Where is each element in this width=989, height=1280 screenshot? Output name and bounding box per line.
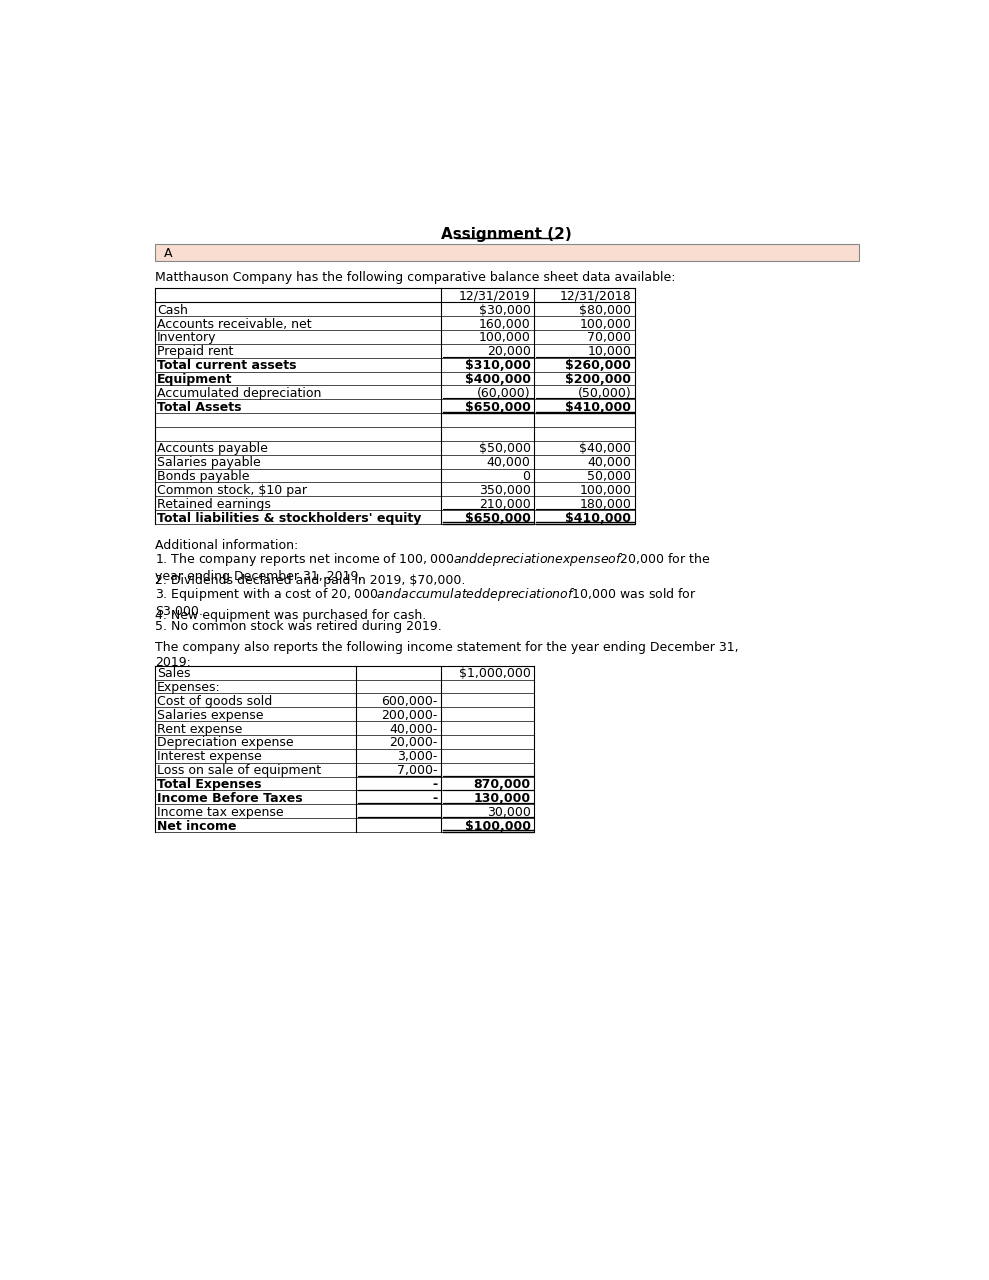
Text: Prepaid rent: Prepaid rent (157, 346, 233, 358)
Text: 350,000: 350,000 (479, 484, 530, 497)
Text: Cash: Cash (157, 303, 188, 316)
Text: 2. Dividends declared and paid in 2019, $70,000.: 2. Dividends declared and paid in 2019, … (154, 573, 465, 588)
Text: Assignment (2): Assignment (2) (441, 227, 572, 242)
Text: The company also reports the following income statement for the year ending Dece: The company also reports the following i… (154, 641, 738, 669)
Text: 870,000: 870,000 (474, 778, 530, 791)
Text: 20,000: 20,000 (487, 346, 530, 358)
Text: Total Expenses: Total Expenses (157, 778, 261, 791)
Text: 20,000-: 20,000- (389, 736, 437, 750)
Text: Loss on sale of equipment: Loss on sale of equipment (157, 764, 321, 777)
Text: $80,000: $80,000 (580, 303, 631, 316)
Text: Income Before Taxes: Income Before Taxes (157, 792, 303, 805)
Text: 0: 0 (522, 470, 530, 483)
Text: Equipment: Equipment (157, 372, 232, 387)
Text: Accounts payable: Accounts payable (157, 443, 268, 456)
Text: $1,000,000: $1,000,000 (459, 667, 530, 680)
Text: $650,000: $650,000 (465, 512, 530, 525)
FancyBboxPatch shape (154, 244, 859, 261)
Text: (50,000): (50,000) (578, 387, 631, 399)
Text: Inventory: Inventory (157, 332, 217, 344)
Text: 30,000: 30,000 (487, 806, 530, 819)
Text: Expenses:: Expenses: (157, 681, 221, 694)
Text: Income tax expense: Income tax expense (157, 806, 284, 819)
Text: 3. Equipment with a cost of $20,000 and accumulated depreciation of $10,000 was : 3. Equipment with a cost of $20,000 and … (154, 585, 696, 617)
Text: Salaries expense: Salaries expense (157, 709, 263, 722)
Text: -: - (432, 778, 437, 791)
Text: Additional information:: Additional information: (154, 539, 298, 553)
Text: 210,000: 210,000 (479, 498, 530, 511)
Text: 5. No common stock was retired during 2019.: 5. No common stock was retired during 20… (154, 621, 441, 634)
Text: $310,000: $310,000 (465, 360, 530, 372)
Text: 180,000: 180,000 (580, 498, 631, 511)
Text: Total current assets: Total current assets (157, 360, 297, 372)
Text: Rent expense: Rent expense (157, 723, 242, 736)
Text: $410,000: $410,000 (566, 401, 631, 413)
Text: 70,000: 70,000 (587, 332, 631, 344)
Text: Retained earnings: Retained earnings (157, 498, 271, 511)
Text: Salaries payable: Salaries payable (157, 456, 261, 470)
Text: Matthauson Company has the following comparative balance sheet data available:: Matthauson Company has the following com… (154, 270, 675, 284)
Text: 3,000-: 3,000- (398, 750, 437, 763)
Text: 100,000: 100,000 (580, 484, 631, 497)
Text: (60,000): (60,000) (477, 387, 530, 399)
Text: Depreciation expense: Depreciation expense (157, 736, 294, 750)
Text: -: - (432, 792, 437, 805)
Text: 50,000: 50,000 (587, 470, 631, 483)
Text: 12/31/2018: 12/31/2018 (560, 289, 631, 303)
Text: 40,000-: 40,000- (389, 723, 437, 736)
Text: 100,000: 100,000 (580, 317, 631, 330)
Text: Bonds payable: Bonds payable (157, 470, 249, 483)
Text: 100,000: 100,000 (479, 332, 530, 344)
Text: 12/31/2019: 12/31/2019 (459, 289, 530, 303)
Text: $260,000: $260,000 (566, 360, 631, 372)
Text: Net income: Net income (157, 819, 236, 833)
Text: 130,000: 130,000 (474, 792, 530, 805)
Text: A: A (164, 247, 172, 260)
Text: $50,000: $50,000 (479, 443, 530, 456)
Text: 7,000-: 7,000- (397, 764, 437, 777)
Text: 200,000-: 200,000- (381, 709, 437, 722)
Text: $400,000: $400,000 (465, 372, 530, 387)
Text: Total liabilities & stockholders' equity: Total liabilities & stockholders' equity (157, 512, 421, 525)
Text: $100,000: $100,000 (465, 819, 530, 833)
Text: Common stock, $10 par: Common stock, $10 par (157, 484, 307, 497)
Text: Accumulated depreciation: Accumulated depreciation (157, 387, 321, 399)
Text: $200,000: $200,000 (566, 372, 631, 387)
Text: Sales: Sales (157, 667, 191, 680)
Text: Accounts receivable, net: Accounts receivable, net (157, 317, 312, 330)
Text: $650,000: $650,000 (465, 401, 530, 413)
Text: Interest expense: Interest expense (157, 750, 262, 763)
Text: 40,000: 40,000 (587, 456, 631, 470)
Text: $40,000: $40,000 (580, 443, 631, 456)
Text: $30,000: $30,000 (479, 303, 530, 316)
Text: 160,000: 160,000 (479, 317, 530, 330)
Text: Total Assets: Total Assets (157, 401, 241, 413)
Text: 4. New equipment was purchased for cash.: 4. New equipment was purchased for cash. (154, 609, 426, 622)
Text: 10,000: 10,000 (587, 346, 631, 358)
Text: $410,000: $410,000 (566, 512, 631, 525)
Text: 40,000: 40,000 (487, 456, 530, 470)
Text: 600,000-: 600,000- (381, 695, 437, 708)
Text: 1. The company reports net income of $100,000 and depreciation expense of $20,00: 1. The company reports net income of $10… (154, 550, 710, 582)
Text: Cost of goods sold: Cost of goods sold (157, 695, 272, 708)
